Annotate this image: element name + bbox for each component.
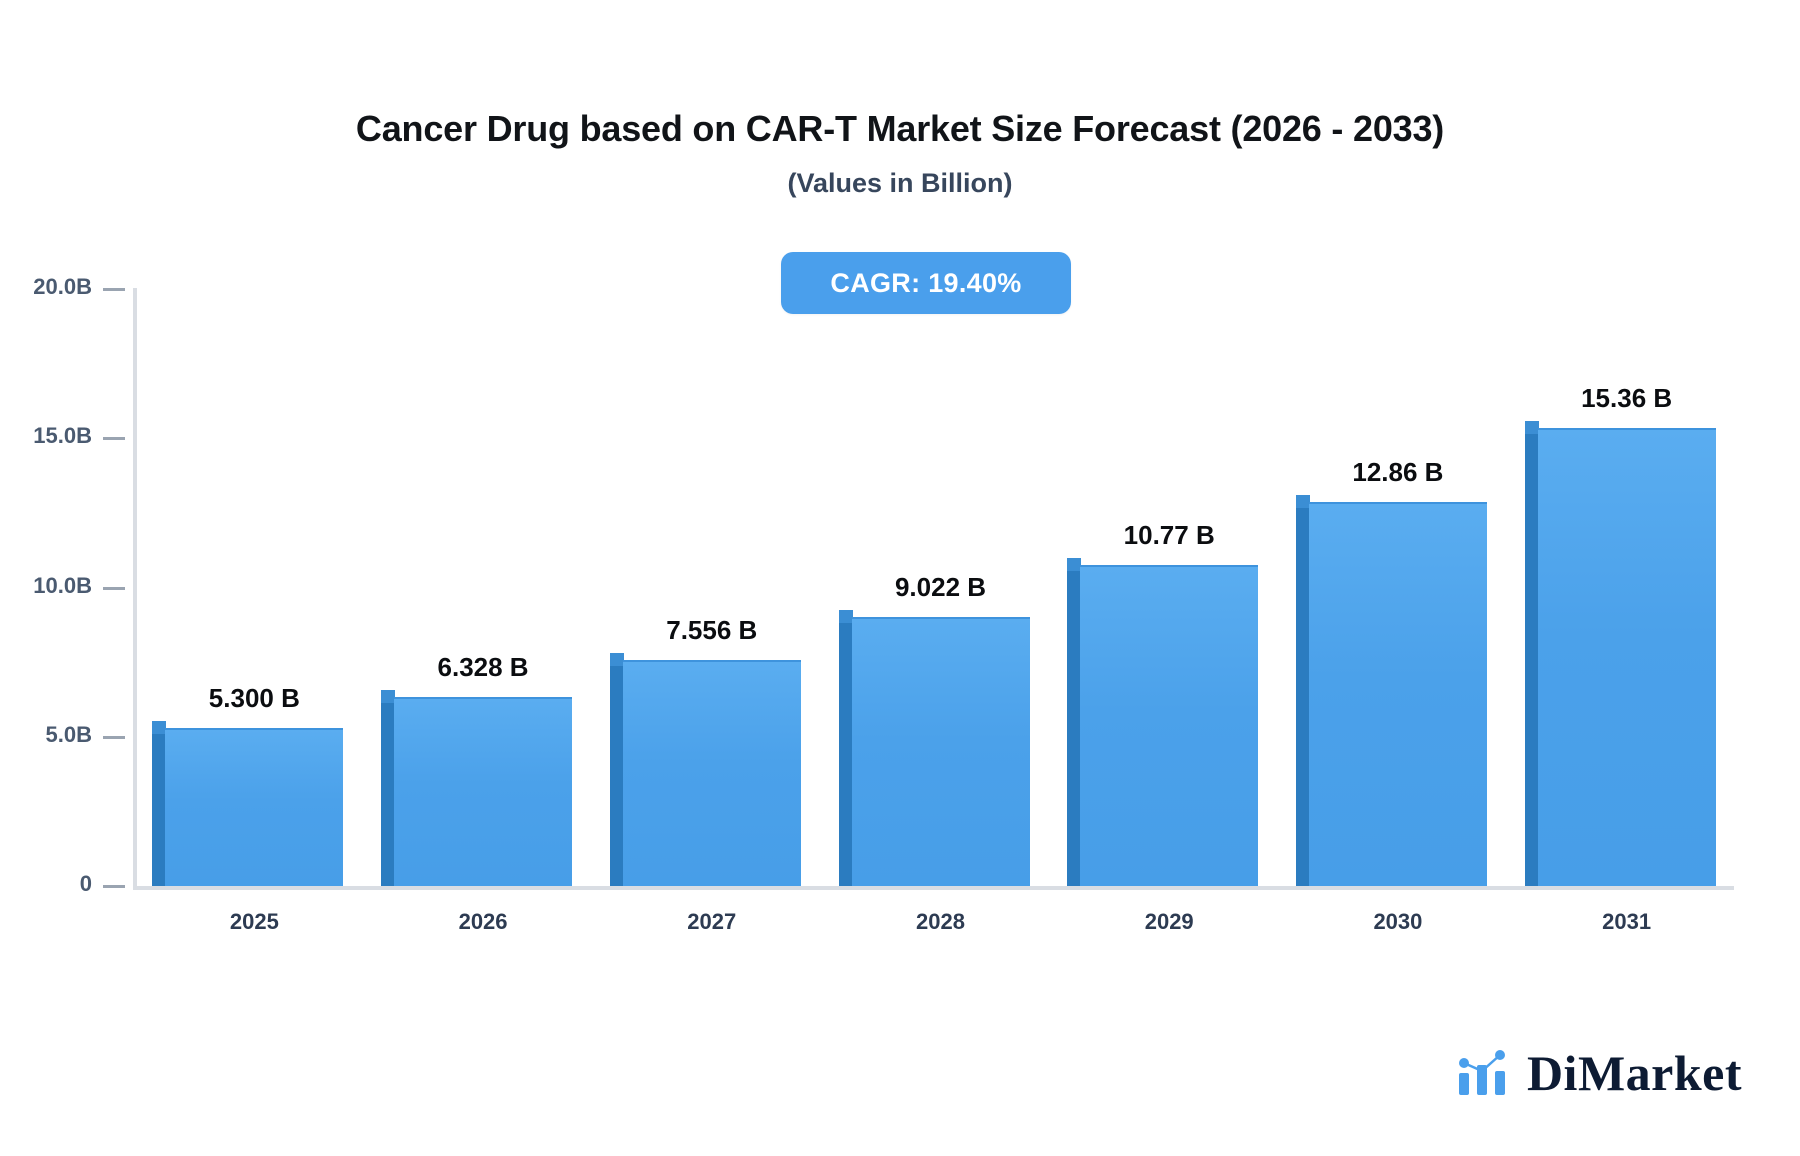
bar-front-face [622,660,801,886]
y-axis-tick-mark [103,735,125,739]
chart-title: Cancer Drug based on CAR-T Market Size F… [355,108,1445,149]
bar-top-face [1295,495,1310,509]
bar[interactable] [1295,495,1487,886]
bar-top-face [152,720,167,734]
y-axis-line [133,288,137,889]
x-axis-tick-label: 2030 [1373,909,1423,934]
y-axis-tick-label: 5.0B [45,721,92,747]
x-axis-tick-label: 2026 [458,909,508,934]
bar-series: 5.300 B 2025 6.328 B 2026 7.556 B 2027 9.022 B… [133,280,1734,934]
bar-group[interactable]: 7.556 B 2027 [609,284,801,934]
bar-value-label: 15.36 B [1581,382,1673,413]
bar-group[interactable]: 9.022 B 2028 [838,284,1030,934]
y-axis-tick-label: 15.0B [33,423,92,449]
bar-front-face [851,616,1030,886]
bar-value-label: 5.300 B [208,682,300,713]
x-axis-tick-label: 2028 [916,909,965,934]
bar-top-face [1067,557,1082,571]
bar-side-face [1524,433,1539,886]
y-axis-tick-label: 0 [79,871,92,896]
bar-side-face [152,733,167,886]
bar-top-face [838,609,853,623]
bar-front-face [1080,564,1259,886]
bar-side-face [381,703,396,886]
bar[interactable] [381,690,573,886]
bar-front-face [1537,427,1716,886]
bar[interactable] [152,720,344,886]
bar-top-face [609,653,624,667]
plot-area: 0 5.0B 10.0B 15.0B 20.0B 5.300 B 2025 6.328 B 2… [0,274,1800,934]
bar-group[interactable]: 10.77 B 2029 [1067,284,1259,934]
bar[interactable] [1067,557,1259,886]
bar-chart-logo-icon [1458,1050,1505,1095]
bar-front-face [1308,502,1487,886]
bar[interactable] [1524,420,1716,886]
bar-group[interactable]: 5.300 B 2025 [152,284,344,934]
y-axis-tick-label: 10.0B [33,572,92,598]
cagr-badge-label: CAGR: 19.40% [830,267,1022,298]
x-axis-tick-label: 2025 [229,909,279,934]
x-axis-tick-label: 2029 [1144,909,1194,934]
bar-side-face [838,622,853,886]
x-axis-tick-label: 2027 [687,909,737,934]
bar-value-label: 12.86 B [1352,457,1444,488]
bar[interactable] [609,653,801,886]
bar-value-label: 9.022 B [894,571,987,602]
cagr-badge: CAGR: 19.40% [781,252,1071,314]
y-axis-tick-mark [103,586,125,590]
bar-side-face [1295,508,1310,886]
bar-side-face [1067,570,1082,886]
dimarket-logo: DiMarket [1457,1048,1742,1098]
y-axis-tick-label: 20.0B [33,274,92,299]
y-axis-tick-mark [103,288,125,291]
y-axis-tick-mark [103,437,125,441]
bar-value-label: 10.77 B [1123,519,1215,550]
x-axis-line [133,886,1734,890]
bar-group[interactable]: 12.86 B 2030 [1295,284,1487,934]
bar-top-face [1524,420,1539,434]
bar-front-face [394,697,573,886]
bar-value-label: 6.328 B [437,652,529,683]
chart-subtitle: (Values in Billion) [787,168,1013,198]
y-axis-tick-mark [103,885,125,888]
bar-group[interactable]: 6.328 B 2026 [381,284,573,934]
bar-top-face [381,690,396,704]
bar[interactable] [838,609,1030,886]
x-axis-tick-label: 2031 [1602,909,1652,934]
logo-text: DiMarket [1526,1045,1742,1101]
bar-value-label: 7.556 B [666,615,758,646]
bar-group[interactable]: 15.36 B 2031 [1524,284,1716,934]
bar-front-face [165,727,344,886]
bar-side-face [609,666,624,886]
